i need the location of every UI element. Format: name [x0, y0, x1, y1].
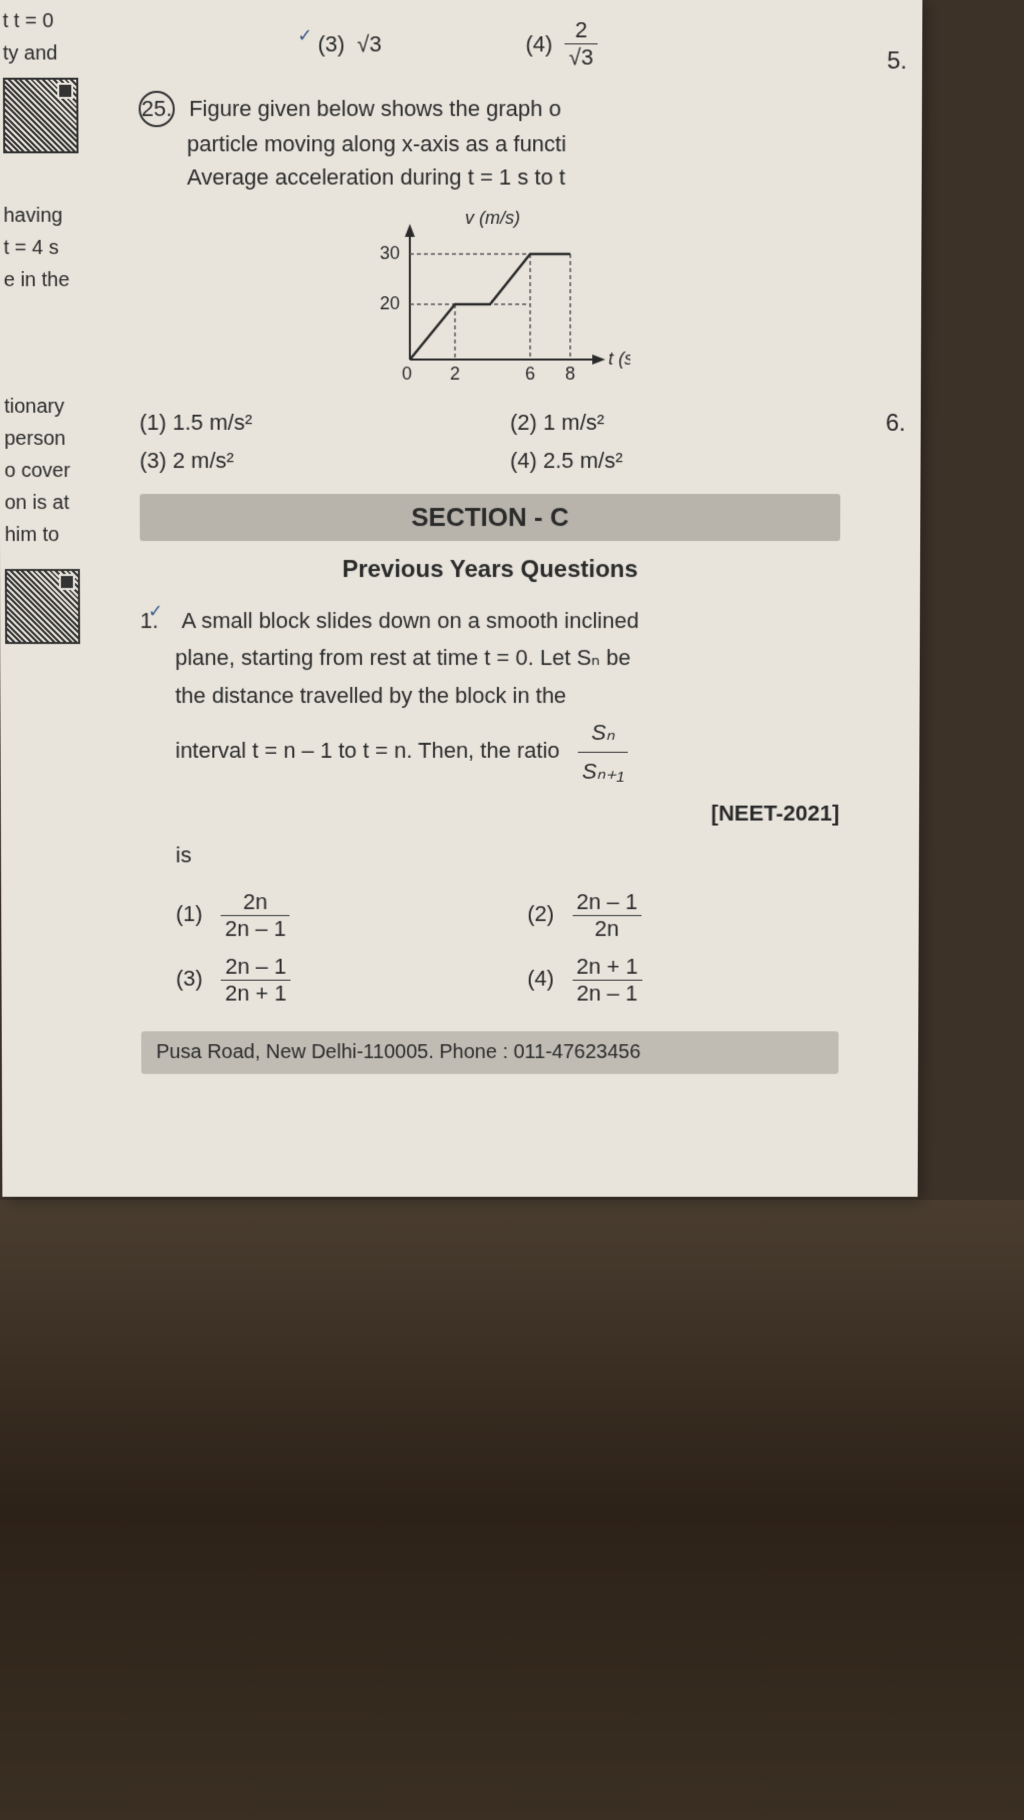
question-text: plane, starting from rest at time t = 0.… [175, 645, 631, 670]
question-text: Average acceleration during t = 1 s to t [187, 164, 565, 189]
option-4: (4) 2.5 m/s² [510, 448, 840, 474]
question-1: ✓ 1. A small block slides down on a smoo… [140, 602, 840, 874]
top-options-row: ✓ (3) √3 (4) 2 √3 [138, 17, 842, 71]
margin-text: o cover [4, 457, 94, 485]
fraction-numerator: 2n – 1 [572, 889, 641, 916]
q1-options: (1) 2n 2n – 1 (2) 2n – 1 2n (3) 2n – 1 2… [176, 889, 839, 1006]
fraction-denominator: 2n [572, 916, 641, 942]
margin-text: ty and [3, 39, 94, 67]
margin-text: having [3, 202, 93, 230]
ratio-denominator: Sₙ₊₁ [578, 752, 628, 789]
neet-year-tag: [NEET-2021] [141, 795, 840, 832]
margin-text: on is at [5, 489, 95, 517]
option-label: (2) [527, 901, 554, 926]
fraction-numerator: 2n [221, 889, 290, 916]
y-tick-label: 30 [380, 243, 400, 263]
option-3: ✓ (3) √3 [303, 17, 382, 71]
right-question-number: 6. [886, 410, 906, 438]
option-label: (1) [176, 901, 203, 926]
margin-text: him to [5, 521, 95, 549]
table-surface [0, 1200, 1024, 1820]
fraction-denominator: √3 [565, 44, 597, 70]
ratio-numerator: Sₙ [578, 714, 628, 752]
previous-years-heading: Previous Years Questions [140, 556, 840, 584]
option-label: (4) [527, 966, 554, 991]
question-number: 25. [139, 91, 175, 127]
y-axis-label: v (m/s) [465, 209, 520, 228]
qr-code-icon [3, 78, 79, 154]
fraction-numerator: 2 [565, 17, 598, 44]
option-1: (1) 2n 2n – 1 [176, 889, 488, 942]
graph-line [410, 254, 570, 360]
y-tick-label: 20 [380, 293, 400, 313]
question-text: Figure given below shows the graph o [189, 96, 561, 121]
textbook-page: t t = 0 ty and having t = 4 s e in the t… [0, 0, 922, 1197]
check-mark-icon: ✓ [148, 596, 163, 627]
x-tick-label: 0 [402, 364, 412, 384]
option-3: (3) 2 m/s² [140, 448, 470, 474]
option-2: (2) 2n – 1 2n [527, 889, 839, 942]
margin-text: tionary [4, 393, 94, 421]
question-text: interval t = n – 1 to t = n. Then, the r… [175, 738, 559, 763]
graph-svg: v (m/s) 30 20 0 2 6 8 t (s) [350, 209, 631, 390]
question-text: particle moving along x-axis as a functi [187, 131, 566, 156]
main-content: ✓ (3) √3 (4) 2 √3 25. Figure given below… [138, 17, 842, 1074]
x-axis-label: t (s) [608, 349, 630, 369]
option-value: √3 [357, 31, 381, 57]
option-label: (3) [176, 966, 203, 991]
option-1: (1) 1.5 m/s² [139, 410, 470, 436]
margin-text: t t = 0 [3, 7, 94, 35]
option-number: (4) [526, 31, 553, 57]
option-4: (4) 2 √3 [526, 17, 598, 71]
x-tick-label: 2 [450, 364, 460, 384]
fraction-numerator: 2n – 1 [221, 954, 291, 981]
margin-text: e in the [4, 266, 94, 294]
question-text: is [176, 843, 192, 868]
footer-address: Pusa Road, New Delhi-110005. Phone : 011… [141, 1031, 838, 1074]
left-margin-text: t t = 0 ty and having t = 4 s e in the t… [3, 7, 96, 648]
fraction-denominator: 2n – 1 [221, 916, 290, 942]
section-c-header: SECTION - C [140, 494, 841, 541]
x-tick-label: 8 [565, 364, 575, 384]
right-question-number: 5. [887, 47, 907, 75]
x-tick-label: 6 [525, 364, 535, 384]
option-4: (4) 2n + 1 2n – 1 [527, 954, 839, 1007]
option-2: (2) 1 m/s² [510, 410, 841, 436]
margin-text: t = 4 s [4, 234, 94, 262]
question-25: 25. Figure given below shows the graph o… [139, 91, 842, 194]
velocity-time-graph: v (m/s) 30 20 0 2 6 8 t (s) [350, 209, 631, 395]
q25-options: (1) 1.5 m/s² (2) 1 m/s² (3) 2 m/s² (4) 2… [139, 410, 840, 474]
arrow-icon [405, 224, 415, 237]
margin-text: person [4, 425, 94, 453]
fraction-denominator: 2n – 1 [572, 980, 642, 1006]
arrow-icon [592, 355, 605, 365]
fraction-denominator: 2n + 1 [221, 980, 291, 1006]
check-mark-icon: ✓ [298, 25, 313, 46]
option-number: (3) [318, 31, 345, 57]
fraction-numerator: 2n + 1 [572, 954, 642, 981]
qr-code-icon [5, 569, 80, 644]
question-text: A small block slides down on a smooth in… [182, 608, 639, 633]
question-text: the distance travelled by the block in t… [175, 683, 566, 708]
option-3: (3) 2n – 1 2n + 1 [176, 954, 488, 1007]
